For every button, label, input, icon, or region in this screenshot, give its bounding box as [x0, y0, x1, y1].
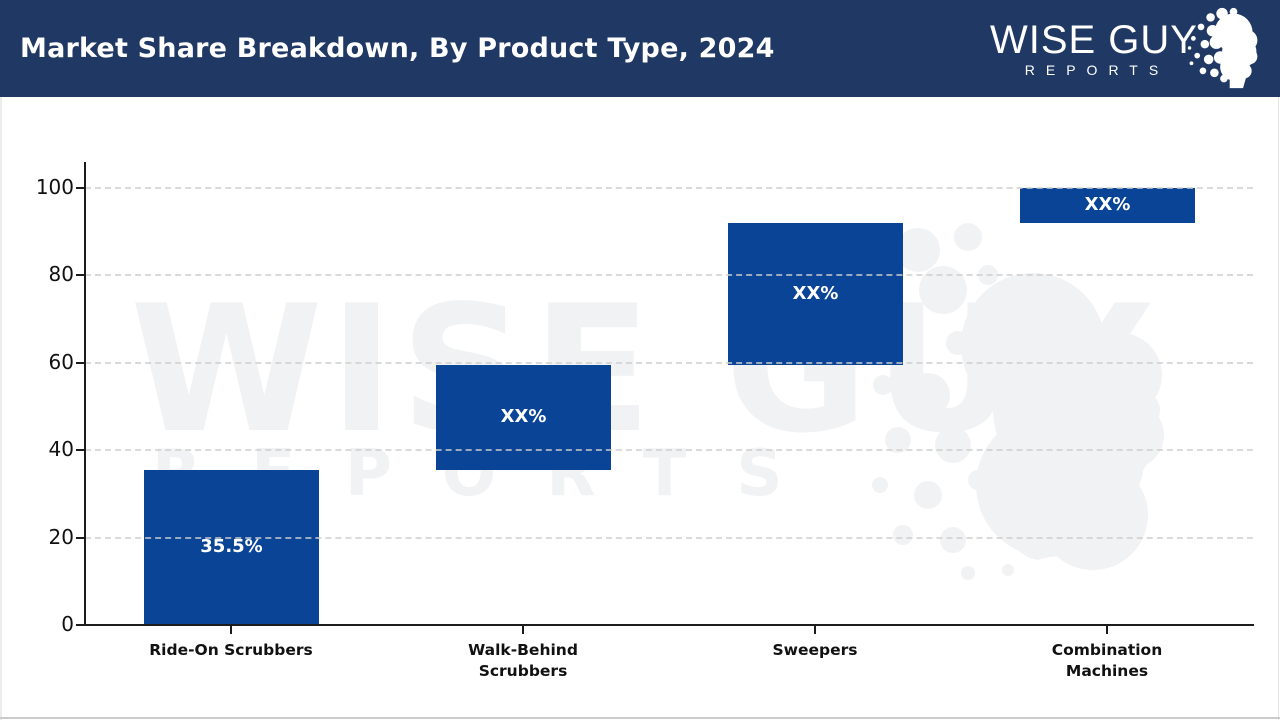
- y-tick-100: [76, 187, 84, 189]
- y-tick-20: [76, 537, 84, 539]
- bar-walk-behind-scrubbers: [436, 365, 611, 470]
- x-tick-walk-behind: [522, 626, 524, 634]
- gridline-60: [85, 362, 1253, 364]
- bar-ride-on-scrubbers: [144, 470, 319, 625]
- category-label-sweepers: Sweepers: [772, 641, 858, 659]
- bar-value-label: XX%: [1084, 194, 1131, 215]
- x-axis-line: [84, 624, 1254, 626]
- y-tick-40: [76, 449, 84, 451]
- right-edge-line: [1278, 97, 1279, 720]
- gridline-80: [85, 274, 1253, 276]
- bar-value-label: XX%: [792, 283, 839, 304]
- header-bar: Market Share Breakdown, By Product Type,…: [0, 0, 1280, 97]
- y-tick-label: 40: [48, 437, 74, 461]
- category-label-combination-machines: Combination Machines: [1051, 641, 1163, 680]
- watermark-head-icon: [872, 223, 1164, 580]
- bar-combination-machines: [1020, 188, 1195, 223]
- x-tick-sweepers: [814, 626, 816, 634]
- bar-value-label: XX%: [500, 406, 547, 427]
- bar-sweepers: [728, 223, 903, 365]
- gridline-40: [85, 449, 1253, 451]
- brand-logo-text: WISE GUY REPORTS: [990, 19, 1198, 78]
- y-tick-80: [76, 274, 84, 276]
- y-tick-label: 80: [48, 262, 74, 286]
- y-tick-label: 60: [48, 350, 74, 374]
- brand-logo: WISE GUY REPORTS: [990, 7, 1266, 90]
- page-title: Market Share Breakdown, By Product Type,…: [20, 33, 775, 64]
- bottom-edge-line: [0, 717, 1280, 719]
- left-edge-line: [0, 97, 2, 720]
- brand-head-icon: [1187, 7, 1258, 88]
- brand-subtitle: REPORTS: [1024, 62, 1170, 78]
- gridline-20: [85, 537, 1253, 539]
- y-tick-label: 0: [61, 612, 74, 636]
- y-axis-line: [84, 162, 86, 626]
- y-tick-label: 100: [35, 175, 74, 199]
- category-label-ride-on-scrubbers: Ride-On Scrubbers: [149, 641, 313, 659]
- bar-value-label: 35.5%: [200, 536, 263, 557]
- brand-name: WISE GUY: [989, 18, 1198, 62]
- y-tick-label: 20: [48, 525, 74, 549]
- x-tick-ride-on: [230, 626, 232, 634]
- category-label-walk-behind-scrubbers: Walk-Behind Scrubbers: [468, 641, 578, 680]
- y-tick-60: [76, 362, 84, 364]
- gridline-100: [85, 187, 1253, 189]
- x-tick-combination: [1106, 626, 1108, 634]
- y-tick-0: [76, 624, 84, 626]
